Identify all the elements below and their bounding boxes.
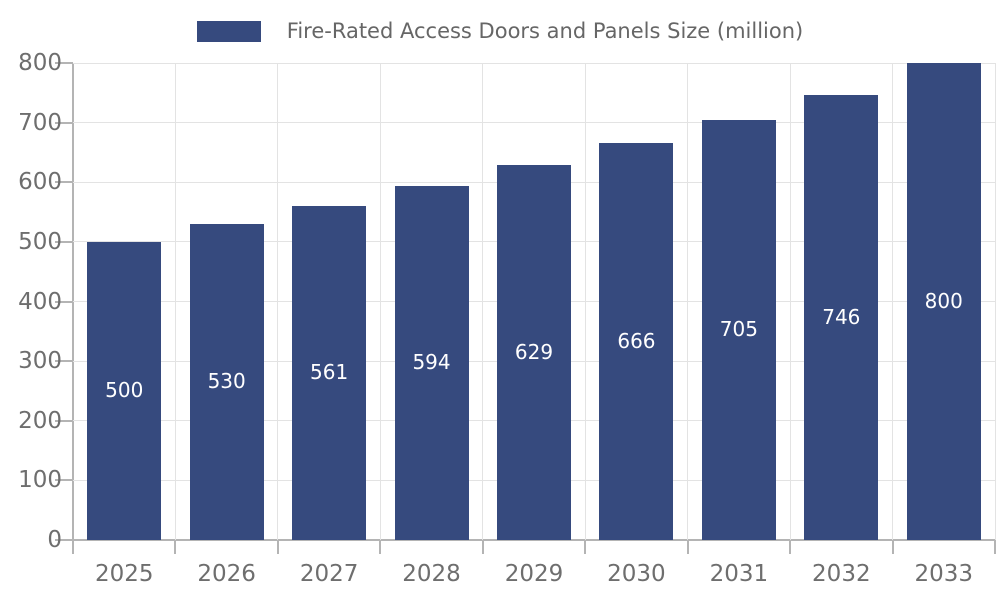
x-tick-4 (481, 540, 484, 554)
bar-2028 (394, 185, 469, 540)
plot-area: 0 100 200 300 400 500 600 700 800 500 2025 530 2026 5… (18, 50, 996, 587)
x-tick-label: 2030 (607, 561, 666, 587)
bar-2030 (599, 142, 674, 540)
x-tick-label: 2026 (197, 561, 256, 587)
y-tick-100 (55, 479, 73, 482)
bar-value-label: 800 (924, 289, 963, 313)
x-gridline-2 (277, 63, 279, 540)
y-tick-label: 0 (47, 527, 62, 553)
x-tick-0 (72, 540, 74, 554)
bar-value-label: 594 (412, 350, 451, 375)
x-tick-9 (994, 540, 996, 554)
x-tick-8 (891, 540, 894, 554)
bar-2032 (804, 95, 879, 540)
x-tick-label: 2028 (402, 561, 461, 587)
y-axis-line (72, 63, 74, 553)
bar-value-label: 746 (822, 305, 861, 330)
bar-2033 (906, 63, 981, 540)
x-gridline-7 (789, 63, 791, 540)
bar-value-label: 530 (207, 369, 246, 394)
bar-value-label: 500 (105, 378, 144, 403)
x-tick-label: 2032 (812, 561, 871, 587)
x-tick-label: 2033 (914, 561, 974, 587)
y-tick-label: 100 (18, 467, 62, 494)
y-tick-label: 500 (18, 228, 62, 255)
x-gridline-8 (892, 63, 894, 540)
x-axis-line (55, 539, 995, 541)
y-tick-300 (55, 360, 73, 363)
x-tick-5 (584, 540, 587, 554)
x-tick-label: 2031 (709, 561, 769, 587)
y-tick-label: 200 (18, 407, 62, 434)
x-gridline-4 (482, 63, 484, 540)
legend-swatch (196, 20, 261, 42)
y-tick-200 (55, 419, 73, 422)
y-tick-800 (55, 62, 73, 65)
y-tick-label: 300 (18, 348, 62, 375)
x-tick-label: 2025 (94, 561, 154, 587)
bar-2025 (87, 241, 162, 540)
y-tick-700 (55, 121, 73, 124)
x-tick-label: 2029 (504, 561, 564, 587)
bar-value-label: 705 (719, 317, 758, 342)
x-gridline-9 (994, 63, 996, 540)
chart-legend: Fire-Rated Access Doors and Panels Size … (0, 18, 1000, 44)
bar-value-label: 629 (514, 339, 554, 364)
y-tick-0 (55, 539, 73, 541)
x-gridline-1 (174, 63, 176, 540)
bar-2027 (292, 205, 367, 540)
x-gridline-3 (379, 63, 381, 540)
bar-value-label: 561 (310, 360, 349, 385)
y-gridline-800 (73, 62, 995, 64)
bar-2031 (701, 119, 776, 540)
x-tick-2 (276, 540, 279, 554)
bar-2029 (497, 164, 571, 540)
x-tick-label: 2027 (299, 561, 359, 587)
y-tick-600 (55, 181, 73, 184)
x-tick-3 (379, 540, 382, 554)
bar-2026 (189, 224, 264, 540)
y-tick-label: 400 (18, 288, 62, 315)
x-tick-6 (686, 540, 689, 554)
x-gridline-6 (687, 63, 689, 540)
x-gridline-5 (584, 63, 586, 540)
y-tick-label: 600 (18, 169, 62, 196)
y-gridline-700 (73, 122, 995, 124)
x-tick-7 (789, 540, 792, 554)
y-tick-label: 800 (18, 50, 62, 76)
legend-label: Fire-Rated Access Doors and Panels Size … (286, 19, 804, 43)
y-tick-label: 700 (18, 109, 62, 136)
y-tick-500 (55, 240, 73, 243)
x-tick-1 (174, 540, 177, 554)
bar-value-label: 666 (617, 328, 656, 353)
y-tick-400 (55, 300, 73, 303)
